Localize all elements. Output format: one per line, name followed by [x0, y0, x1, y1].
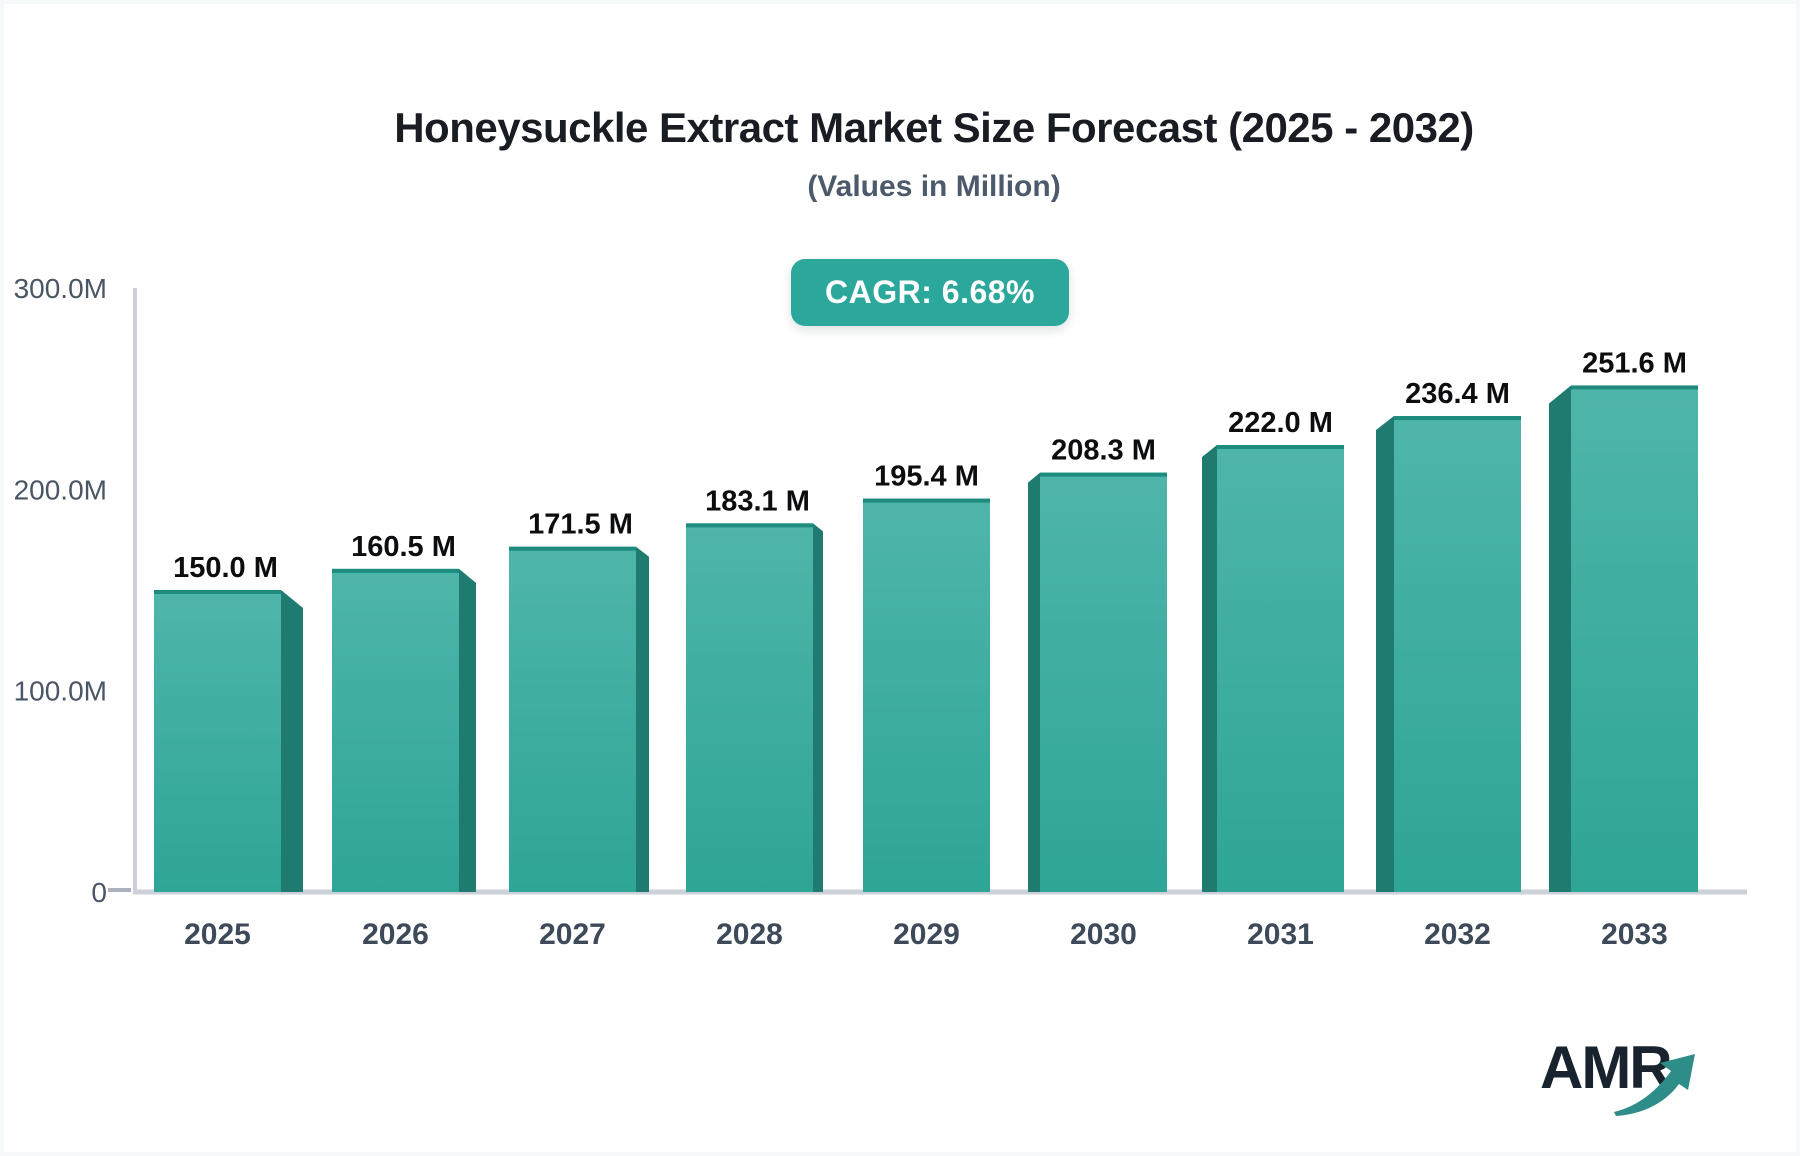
bar-top-edge-2033	[1571, 385, 1698, 390]
bar-side-2027	[636, 546, 649, 892]
bar-side-2026	[459, 568, 476, 892]
bar-2030[interactable]	[1040, 472, 1167, 892]
bar-top-edge-2026	[332, 568, 459, 573]
bar-top-edge-2025	[154, 590, 281, 594]
y-axis-tick-label: 0	[91, 877, 107, 908]
bar-side-2033	[1549, 385, 1571, 892]
bar-value-label: 222.0 M	[1228, 407, 1333, 439]
bar-side-2031	[1202, 445, 1217, 892]
bar-2026[interactable]	[332, 568, 459, 892]
x-axis-label: 2028	[716, 918, 783, 951]
bar-chart: 0 100.0M 200.0M 300.0M 150.0 M 2025 160.5 M 202…	[14, 273, 1747, 951]
chart-subtitle: (Values in Million)	[807, 170, 1061, 203]
amr-logo-text: AMR	[1540, 1034, 1673, 1101]
bar-top-edge-2027	[509, 546, 636, 551]
x-axis-label: 2027	[539, 918, 606, 951]
y-axis-tick-label: 200.0M	[14, 474, 107, 505]
bar-top-edge-2028	[686, 523, 813, 528]
y-axis-tick-label: 100.0M	[14, 676, 107, 707]
x-axis-label: 2031	[1247, 918, 1314, 951]
bar-value-label: 183.1 M	[705, 485, 810, 517]
bar-value-label: 251.6 M	[1582, 347, 1687, 379]
bar-value-label: 171.5 M	[528, 509, 633, 541]
bar-2032[interactable]	[1394, 416, 1521, 892]
bar-side-2032	[1376, 416, 1394, 892]
bar-side-2025	[281, 590, 303, 892]
bar-top-edge-2029	[863, 498, 990, 503]
bar-2033[interactable]	[1571, 385, 1698, 892]
y-axis-line	[133, 288, 137, 892]
bar-value-label: 150.0 M	[173, 552, 278, 584]
cagr-badge: CAGR: 6.68%	[791, 259, 1069, 326]
bar-top-edge-2030	[1040, 472, 1167, 477]
bar-2029[interactable]	[863, 498, 990, 892]
x-axis-label: 2033	[1601, 918, 1668, 951]
x-axis-label: 2029	[893, 918, 960, 951]
x-axis-label: 2032	[1424, 918, 1491, 951]
bar-top-edge-2032	[1394, 416, 1521, 421]
bar-value-label: 236.4 M	[1405, 378, 1510, 410]
logo-arrow-icon	[1614, 1054, 1695, 1116]
bar-value-label: 195.4 M	[874, 461, 979, 493]
cagr-badge-label: CAGR: 6.68%	[825, 274, 1035, 310]
bar-2027[interactable]	[509, 546, 636, 892]
bar-value-label: 208.3 M	[1051, 435, 1156, 467]
bar-2031[interactable]	[1217, 445, 1344, 892]
bar-top-edge-2031	[1217, 445, 1344, 450]
zero-tick	[108, 888, 131, 892]
x-axis-label: 2026	[362, 918, 429, 951]
bar-side-2030	[1028, 472, 1040, 892]
x-axis-label: 2030	[1070, 918, 1137, 951]
bar-value-label: 160.5 M	[351, 531, 456, 563]
bar-2028[interactable]	[686, 523, 813, 892]
x-axis-label: 2025	[184, 918, 251, 951]
y-axis-tick-label: 300.0M	[14, 273, 107, 304]
chart-title: Honeysuckle Extract Market Size Forecast…	[394, 104, 1474, 151]
bar-side-2028	[813, 523, 823, 892]
bar-2025[interactable]	[154, 590, 281, 892]
amr-logo: AMR	[1540, 1034, 1750, 1130]
